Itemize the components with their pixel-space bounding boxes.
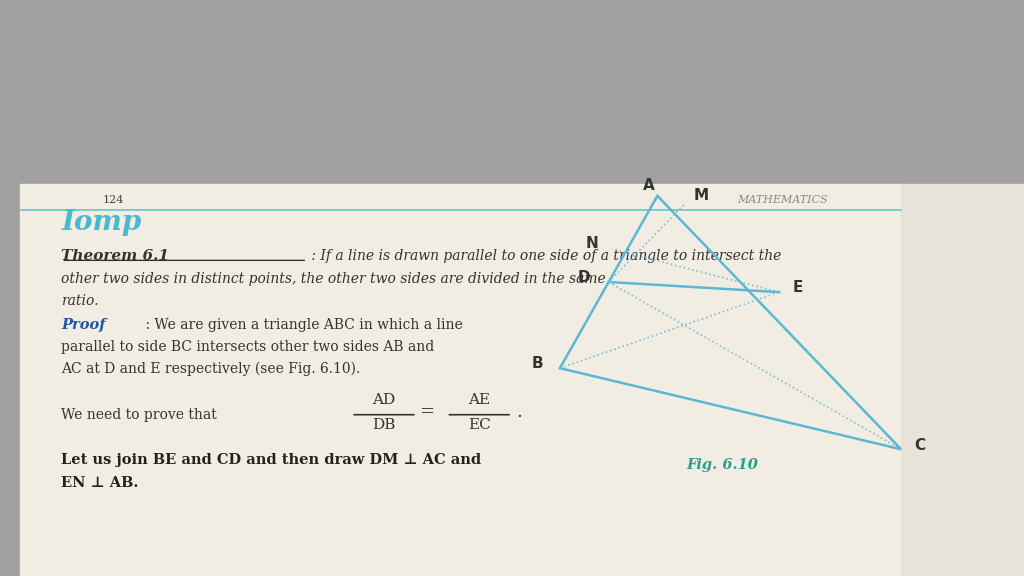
Text: E: E: [793, 280, 803, 295]
Text: We need to prove that: We need to prove that: [61, 408, 217, 422]
Text: DB: DB: [373, 418, 395, 431]
Text: Fig. 6.10: Fig. 6.10: [686, 458, 758, 472]
Text: =: =: [420, 403, 434, 421]
Text: 124: 124: [102, 195, 124, 204]
Text: Iomp: Iomp: [61, 210, 141, 236]
Text: AD: AD: [373, 393, 395, 407]
Text: MATHEMATICS: MATHEMATICS: [737, 195, 828, 204]
Text: AC at D and E respectively (see Fig. 6.10).: AC at D and E respectively (see Fig. 6.1…: [61, 361, 360, 376]
Text: .: .: [516, 403, 522, 421]
Text: C: C: [914, 438, 925, 453]
Text: A: A: [643, 178, 655, 193]
Text: Proof: Proof: [61, 319, 105, 332]
Text: : If a line is drawn parallel to one side of a triangle to intersect the: : If a line is drawn parallel to one sid…: [307, 249, 781, 263]
Bar: [901, 184, 1024, 576]
Text: Theorem 6.1: Theorem 6.1: [61, 249, 169, 263]
Text: : We are given a triangle ABC in which a line: : We are given a triangle ABC in which a…: [141, 319, 463, 332]
Bar: [0, 0, 1024, 317]
Text: Let us join BE and CD and then draw DM ⊥ AC and: Let us join BE and CD and then draw DM ⊥…: [61, 453, 481, 467]
Text: M: M: [694, 188, 710, 203]
Text: EC: EC: [468, 418, 490, 431]
Text: other two sides in distinct points, the other two sides are divided in the same: other two sides in distinct points, the …: [61, 272, 606, 286]
Text: AE: AE: [468, 393, 490, 407]
Bar: [20, 184, 901, 576]
Text: EN ⊥ AB.: EN ⊥ AB.: [61, 476, 139, 490]
Text: ratio.: ratio.: [61, 294, 99, 308]
Text: D: D: [578, 270, 591, 285]
Text: N: N: [586, 236, 598, 251]
Text: B: B: [531, 356, 543, 371]
Text: parallel to side BC intersects other two sides AB and: parallel to side BC intersects other two…: [61, 340, 435, 354]
